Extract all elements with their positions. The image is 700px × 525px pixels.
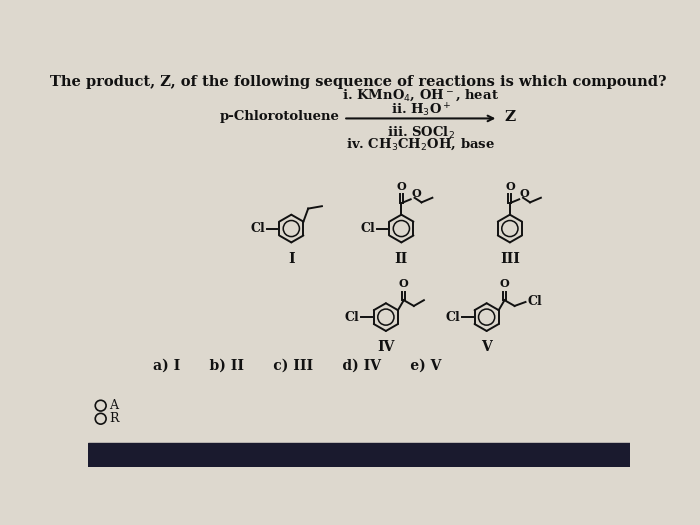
- Text: O: O: [505, 181, 514, 192]
- Text: O: O: [500, 278, 510, 289]
- Text: O: O: [520, 187, 530, 198]
- Text: i. KMnO$_4$, OH$^-$, heat: i. KMnO$_4$, OH$^-$, heat: [342, 88, 499, 103]
- Text: V: V: [482, 340, 492, 354]
- Text: Cl: Cl: [345, 311, 360, 323]
- Text: p-Chlorotoluene: p-Chlorotoluene: [220, 110, 340, 123]
- Text: Cl: Cl: [250, 222, 265, 235]
- Bar: [88, 443, 630, 467]
- Text: iv. CH$_3$CH$_2$OH, base: iv. CH$_3$CH$_2$OH, base: [346, 136, 496, 152]
- Text: The product, Z, of the following sequence of reactions is which compound?: The product, Z, of the following sequenc…: [50, 75, 667, 89]
- Text: III: III: [500, 251, 520, 266]
- Text: a) I      b) II      c) III      d) IV      e) V: a) I b) II c) III d) IV e) V: [153, 359, 441, 373]
- Text: Cl: Cl: [445, 311, 461, 323]
- Text: O: O: [399, 278, 409, 289]
- Text: I: I: [288, 251, 295, 266]
- Text: iii. SOCl$_2$: iii. SOCl$_2$: [386, 124, 455, 141]
- Text: IV: IV: [377, 340, 395, 354]
- Text: ii. H$_3$O$^+$: ii. H$_3$O$^+$: [391, 101, 451, 119]
- Text: Z: Z: [505, 110, 516, 124]
- Text: R: R: [109, 412, 119, 425]
- Text: O: O: [396, 181, 406, 192]
- Text: A: A: [109, 399, 118, 412]
- Text: O: O: [412, 187, 421, 198]
- Text: II: II: [395, 251, 408, 266]
- Text: Cl: Cl: [360, 222, 375, 235]
- Text: Cl: Cl: [528, 295, 542, 308]
